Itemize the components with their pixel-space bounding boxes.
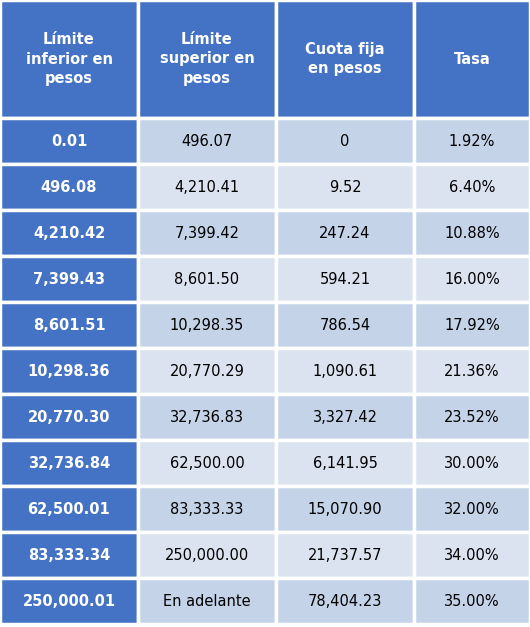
Bar <box>0 210 138 256</box>
Bar <box>276 302 414 348</box>
Bar <box>414 0 530 118</box>
Text: 7,399.42: 7,399.42 <box>174 226 240 241</box>
Bar <box>0 440 138 486</box>
Text: 10,298.36: 10,298.36 <box>28 364 110 379</box>
Bar <box>414 256 530 302</box>
Text: 21,737.57: 21,737.57 <box>308 547 382 562</box>
Text: 83,333.34: 83,333.34 <box>28 547 110 562</box>
Text: 0.01: 0.01 <box>51 134 87 149</box>
Bar <box>138 0 276 118</box>
Bar <box>138 210 276 256</box>
Text: 10,298.35: 10,298.35 <box>170 317 244 332</box>
Text: 20,770.29: 20,770.29 <box>170 364 244 379</box>
Bar <box>276 118 414 164</box>
Text: 8,601.51: 8,601.51 <box>33 317 105 332</box>
Text: 62,500.00: 62,500.00 <box>170 455 244 470</box>
Text: 15,070.90: 15,070.90 <box>308 502 382 517</box>
Text: 10.88%: 10.88% <box>444 226 500 241</box>
Text: 7,399.43: 7,399.43 <box>33 271 105 287</box>
Bar <box>138 164 276 210</box>
Text: 1.92%: 1.92% <box>449 134 495 149</box>
Bar <box>276 164 414 210</box>
Text: 83,333.33: 83,333.33 <box>170 502 244 517</box>
Bar <box>276 394 414 440</box>
Bar <box>414 210 530 256</box>
Bar <box>414 578 530 624</box>
Text: 62,500.01: 62,500.01 <box>28 502 110 517</box>
Bar <box>276 0 414 118</box>
Text: 496.08: 496.08 <box>41 179 97 194</box>
Bar <box>414 394 530 440</box>
Text: 16.00%: 16.00% <box>444 271 500 287</box>
Text: Límite
superior en
pesos: Límite superior en pesos <box>160 32 254 87</box>
Text: 3,327.42: 3,327.42 <box>313 409 377 424</box>
Text: 8,601.50: 8,601.50 <box>174 271 240 287</box>
Text: 32,736.84: 32,736.84 <box>28 455 110 470</box>
Text: En adelante: En adelante <box>163 594 251 608</box>
Text: Cuota fija
en pesos: Cuota fija en pesos <box>305 41 385 76</box>
Text: 4,210.41: 4,210.41 <box>174 179 240 194</box>
Bar <box>414 532 530 578</box>
Bar <box>138 302 276 348</box>
Bar <box>0 164 138 210</box>
Bar <box>414 486 530 532</box>
Bar <box>414 118 530 164</box>
Bar <box>276 486 414 532</box>
Bar <box>0 394 138 440</box>
Bar <box>414 348 530 394</box>
Bar <box>0 302 138 348</box>
Text: 496.07: 496.07 <box>181 134 233 149</box>
Text: 20,770.30: 20,770.30 <box>28 409 110 424</box>
Bar <box>276 440 414 486</box>
Bar <box>0 578 138 624</box>
Bar <box>138 348 276 394</box>
Bar <box>276 532 414 578</box>
Bar <box>0 118 138 164</box>
Text: 35.00%: 35.00% <box>444 594 500 608</box>
Text: 1,090.61: 1,090.61 <box>313 364 377 379</box>
Bar <box>414 302 530 348</box>
Text: 594.21: 594.21 <box>320 271 370 287</box>
Bar <box>0 532 138 578</box>
Text: 21.36%: 21.36% <box>444 364 500 379</box>
Text: 0: 0 <box>340 134 350 149</box>
Bar <box>0 486 138 532</box>
Bar <box>138 578 276 624</box>
Bar <box>276 256 414 302</box>
Bar <box>138 394 276 440</box>
Text: 4,210.42: 4,210.42 <box>33 226 105 241</box>
Text: 32,736.83: 32,736.83 <box>170 409 244 424</box>
Bar <box>138 532 276 578</box>
Bar <box>276 348 414 394</box>
Text: 250,000.01: 250,000.01 <box>22 594 116 608</box>
Bar <box>0 348 138 394</box>
Text: 247.24: 247.24 <box>319 226 370 241</box>
Bar <box>414 440 530 486</box>
Text: 6,141.95: 6,141.95 <box>313 455 377 470</box>
Text: 30.00%: 30.00% <box>444 455 500 470</box>
Bar <box>138 440 276 486</box>
Bar <box>138 486 276 532</box>
Text: 17.92%: 17.92% <box>444 317 500 332</box>
Text: 786.54: 786.54 <box>320 317 370 332</box>
Text: Tasa: Tasa <box>454 51 490 66</box>
Text: Límite
inferior en
pesos: Límite inferior en pesos <box>25 32 112 87</box>
Bar <box>0 0 138 118</box>
Bar <box>138 118 276 164</box>
Bar <box>138 256 276 302</box>
Bar <box>276 210 414 256</box>
Bar <box>0 256 138 302</box>
Text: 23.52%: 23.52% <box>444 409 500 424</box>
Text: 6.40%: 6.40% <box>449 179 495 194</box>
Text: 9.52: 9.52 <box>329 179 361 194</box>
Text: 32.00%: 32.00% <box>444 502 500 517</box>
Text: 78,404.23: 78,404.23 <box>308 594 382 608</box>
Text: 250,000.00: 250,000.00 <box>165 547 249 562</box>
Bar <box>414 164 530 210</box>
Text: 34.00%: 34.00% <box>444 547 500 562</box>
Bar <box>276 578 414 624</box>
